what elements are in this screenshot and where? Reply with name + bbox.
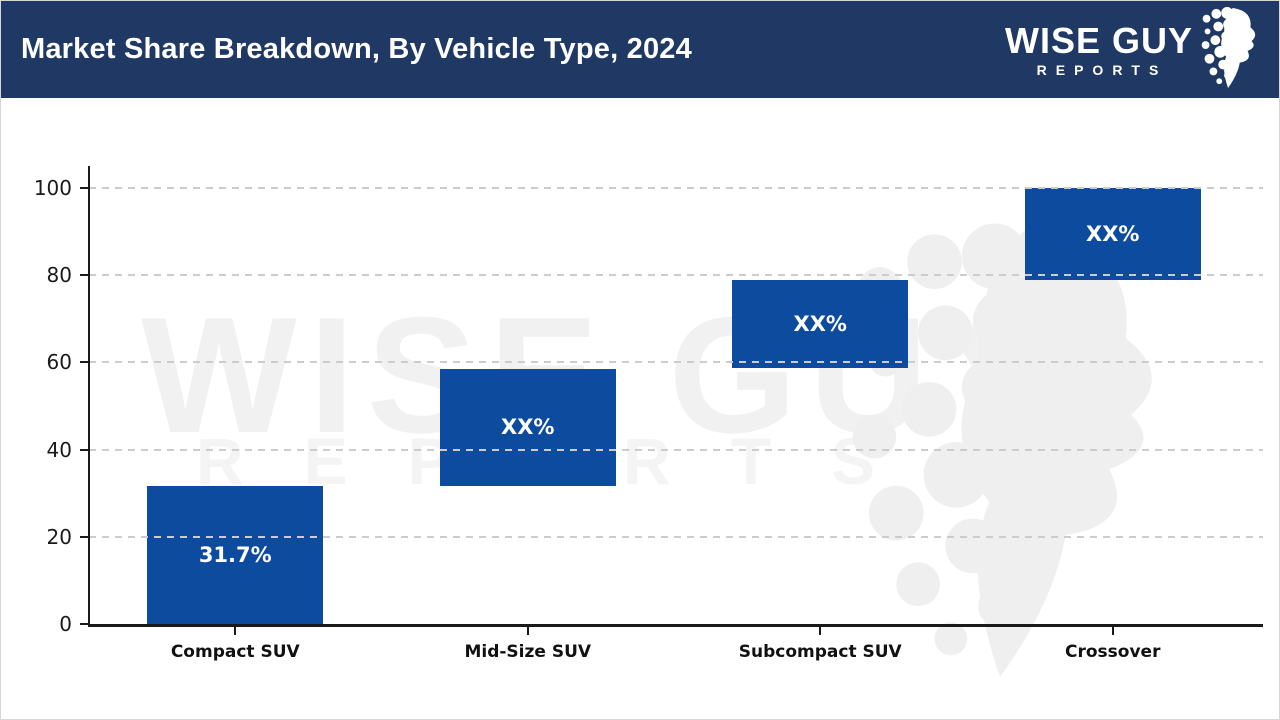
logo-primary-text: WISE GUY [1004,19,1193,61]
bar-value-label: XX% [501,415,555,440]
y-axis-tick-label: 80 [46,263,72,288]
y-axis-tick-label: 40 [46,437,72,462]
y-axis-tick-label: 100 [33,176,72,200]
gridline-y60 [89,361,1263,364]
chart-header: Market Share Breakdown, By Vehicle Type,… [1,1,1279,98]
x-axis-line [88,624,1263,627]
y-axis-tick [80,361,88,364]
logo-secondary-text: REPORTS [1036,61,1168,78]
gridline-y20 [89,535,1263,538]
x-axis-category-label: Subcompact SUV [738,642,902,662]
x-axis-category-label: Compact SUV [170,642,300,662]
y-axis-tick-label: 0 [59,612,72,636]
x-axis-tick [234,627,237,635]
y-axis-tick [80,448,88,451]
bar-subcompact-suv [732,279,909,369]
gridline-y100 [89,187,1263,189]
page-title: Market Share Breakdown, By Vehicle Type,… [21,33,692,65]
bar-compact-suv [147,485,324,624]
x-axis-category-label: Crossover [1065,642,1161,662]
y-axis-tick [80,535,88,538]
gridline-y80 [89,274,1263,277]
wise-guy-logo-face-icon [1199,6,1261,94]
bar-value-label: XX% [793,312,847,337]
y-axis-tick-label: 20 [46,524,72,549]
bar-value-label: XX% [1086,221,1140,246]
y-axis-line [88,166,90,627]
y-axis-tick [80,623,88,625]
x-axis-category-label: Mid-Size SUV [464,642,592,662]
gridline-y40 [89,448,1263,451]
x-axis-tick [1111,627,1114,635]
bar-value-label: 31.7% [198,542,272,567]
x-axis-tick [819,627,822,635]
y-axis-tick-label: 60 [46,350,72,375]
bar-mid-size-suv [439,368,616,486]
watermark-face-icon [816,218,1206,692]
bar-crossover [1024,188,1201,280]
wise-guy-logo-text: WISE GUY REPORTS [1004,19,1193,78]
wise-guy-logo: WISE GUY REPORTS [1005,6,1261,94]
x-axis-tick [526,627,529,635]
y-axis-tick [80,274,88,277]
y-axis-tick [80,187,88,189]
